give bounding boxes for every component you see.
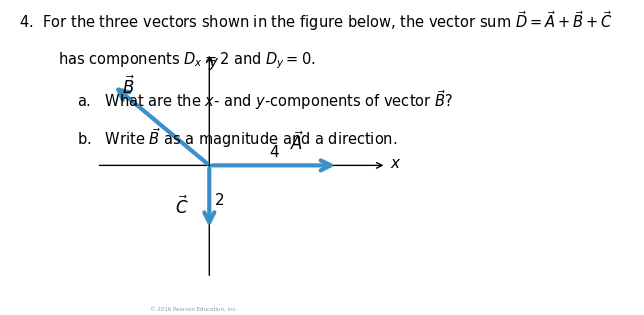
Text: $x$: $x$ [390, 156, 401, 171]
Text: $\vec{B}$: $\vec{B}$ [122, 75, 135, 98]
Text: © 2016 Pearson Education, Inc.: © 2016 Pearson Education, Inc. [149, 307, 237, 312]
Text: has components $D_x = 2$ and $D_y = 0$.: has components $D_x = 2$ and $D_y = 0$. [58, 50, 316, 71]
Text: 2: 2 [215, 193, 225, 208]
Text: $\vec{A}$: $\vec{A}$ [290, 132, 304, 154]
Text: b.   Write $\vec{B}$ as a magnitude and a direction.: b. Write $\vec{B}$ as a magnitude and a … [77, 126, 398, 150]
Text: $y$: $y$ [209, 56, 220, 72]
Text: 4.  For the three vectors shown in the figure below, the vector sum $\vec{D} = \: 4. For the three vectors shown in the fi… [19, 9, 612, 33]
Text: a.   What are the $x$- and $y$-components of vector $\vec{B}$?: a. What are the $x$- and $y$-components … [77, 88, 453, 112]
Text: $\vec{C}$: $\vec{C}$ [175, 196, 188, 219]
Text: 4: 4 [269, 145, 278, 160]
